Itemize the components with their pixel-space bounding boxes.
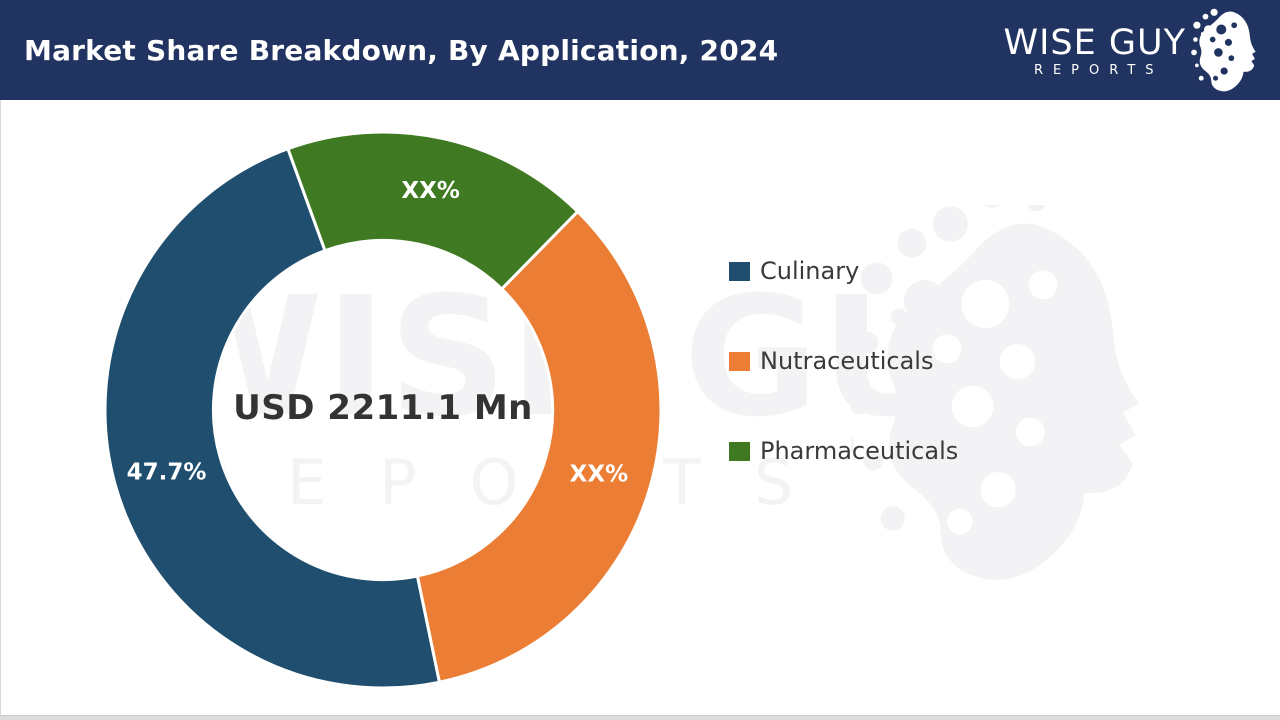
legend-label: Nutraceuticals	[760, 347, 934, 375]
legend-swatch	[729, 351, 750, 371]
header: Market Share Breakdown, By Application, …	[0, 0, 1280, 100]
legend-label: Pharmaceuticals	[760, 437, 959, 465]
legend-item-nutraceuticals: Nutraceuticals	[729, 347, 958, 375]
legend: Culinary Nutraceuticals Pharmaceuticals	[729, 257, 958, 465]
bottom-divider	[0, 715, 1280, 720]
segment-value-label: 47.7%	[127, 459, 207, 485]
legend-item-pharmaceuticals: Pharmaceuticals	[729, 437, 958, 465]
segment-value-label: XX%	[401, 178, 460, 204]
logo-face-icon	[1191, 8, 1256, 92]
segment-value-label: XX%	[570, 461, 629, 487]
legend-label: Culinary	[760, 257, 860, 285]
logo-subtitle: REPORTS	[1033, 63, 1164, 79]
logo-wordmark: WISE GUY	[1003, 22, 1186, 63]
legend-item-culinary: Culinary	[729, 257, 958, 285]
wise-guy-logo: WISE GUY REPORTS	[1003, 8, 1266, 94]
legend-swatch	[729, 261, 750, 281]
donut-center-label: USD 2211.1 Mn	[233, 388, 533, 428]
donut-chart: 47.7% XX% XX%	[103, 130, 663, 690]
legend-swatch	[729, 441, 750, 461]
donut-segment-pharmaceuticals	[286, 130, 580, 291]
logo-text: WISE GUY REPORTS	[1003, 24, 1186, 79]
page-title: Market Share Breakdown, By Application, …	[24, 33, 779, 67]
donut-segment-nutraceuticals	[415, 210, 663, 684]
donut-segment-culinary	[103, 147, 441, 690]
chart-area: WISE GUY REPORTS 47.7% XX% XX%	[0, 100, 1280, 715]
